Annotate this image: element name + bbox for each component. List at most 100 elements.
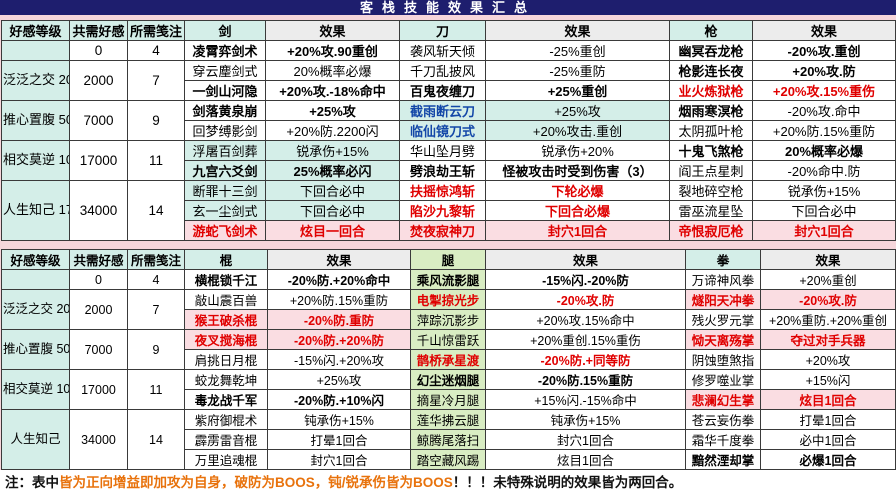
sword-name-cell: 回梦缚影剑 [184,120,266,141]
spear-name-cell: 太阴孤叶枪 [669,120,753,141]
leg-effect-cell: -20%防.+同等防 [485,349,686,370]
staff-name-cell: 毒龙战千军 [184,389,268,410]
header-level: 好感等级 [1,20,70,41]
header-blade: 刀 [399,20,486,41]
staff-effect-cell: +25%攻 [267,369,411,390]
leg-name-cell: 千山惊雷跃 [410,329,486,350]
level-cell: 泛泛之交 2000 [1,289,70,330]
level-cell [1,40,70,61]
spear-effect-cell: 20%概率必爆 [752,140,896,161]
sword-effect-cell: +20%攻.90重创 [265,40,400,61]
leg-effect-cell: +20%重创.15%重伤 [485,329,686,350]
staff-effect-cell: -20%防.重防 [267,309,411,330]
level-cell: 推心置腹 5000 [1,329,70,370]
notes-cell: 11 [127,369,185,410]
blade-effect-cell: -25%重创 [485,40,670,61]
sword-name-cell: 凌霄弈剑术 [184,40,266,61]
spear-effect-cell: 封穴1回合 [752,220,896,241]
spear-effect-cell: +20%攻.防 [752,60,896,81]
header-sword-effect: 效果 [265,20,400,41]
sword-name-cell: 浮屠百剑葬 [184,140,266,161]
spear-name-cell: 雷巫流星坠 [669,200,753,221]
level-cell: 相交莫逆 10000 [1,369,70,410]
blade-name-cell: 陷沙九黎斩 [399,200,486,221]
blade-name-cell: 华山坠月劈 [399,140,486,161]
fist-effect-cell: -20%攻.防 [760,289,896,310]
leg-name-cell: 电掣掠光步 [410,289,486,310]
table-row: 一剑山河隐 +20%攻.-18%命中 百鬼夜缠刀 +25%重创 业火炼狱枪 +20%攻.1… [2,80,896,101]
fist-effect-cell: +15%闪 [760,369,896,390]
sword-name-cell: 断罪十三剑 [184,180,266,201]
header-notes: 所需笺注 [127,249,185,270]
sword-effect-cell: 炫目一回合 [265,220,400,241]
favor-cell: 0 [69,40,128,61]
leg-name-cell: 萍踪沉影步 [410,309,486,330]
header-fist: 拳 [685,249,761,270]
sword-effect-cell: 25%概率必闪 [265,160,400,181]
header-favor: 共需好感 [69,20,128,41]
header-blade-effect: 效果 [485,20,670,41]
footnote: 注：表中皆为正向增益即加攻为自身，破防为BOOS，钝/锐承伤皆为BOOS！！！未… [0,470,896,495]
staff-effect-cell: -15%闪.+20%攻 [267,349,411,370]
leg-name-cell: 乘风流影腿 [410,269,486,290]
table-row: 相交莫逆 100001700011蛟龙舞乾坤+25%攻幻尘迷烟腿-20%防.15… [1,369,896,410]
leg-effect-cell: -20%防.15%重防 [485,369,686,390]
spear-name-cell: 枪影连长夜 [669,60,753,81]
sword-name-cell: 剑落黄泉崩 [184,100,266,121]
table-row: 人生知己 170003400014断罪十三剑下回合必中扶摇惊鸿斩下轮必爆裂地碎空… [1,180,896,241]
blade-effect-cell: 锐承伤+20% [485,140,670,161]
leg-name-cell: 莲华拂云腿 [410,409,486,430]
page-title: 客栈技能效果汇总 [0,0,896,15]
blade-effect-cell: 下轮必爆 [485,180,670,201]
notes-cell: 7 [127,289,185,330]
leg-effect-cell: 钝承伤+15% [485,409,686,430]
fist-effect-cell: 炫目1回合 [760,389,896,410]
spear-name-cell: 烟雨寒溟枪 [669,100,753,121]
notes-cell: 9 [127,100,185,141]
sword-name-cell: 九宫六爻剑 [184,160,266,181]
leg-effect-cell: -15%闪.-20%防 [485,269,686,290]
spear-name-cell: 业火炼狱枪 [669,80,753,101]
header-favor: 共需好感 [69,249,128,270]
notes-cell: 14 [127,409,185,470]
staff-effect-cell: -20%防.+20%命中 [267,269,411,290]
fist-name-cell: 修罗噬业掌 [685,369,761,390]
favor-cell: 2000 [69,289,128,330]
level-cell [1,269,70,290]
spear-name-cell: 裂地碎空枪 [669,180,753,201]
header-fist-effect: 效果 [760,249,896,270]
footnote-segment: 注：表中 [5,475,59,490]
notes-cell: 14 [127,180,185,241]
spear-name-cell: 幽冥吞龙枪 [669,40,753,61]
fist-name-cell: 残火罗元掌 [685,309,761,330]
weapons-table-top: 好感等级 共需好感 所需笺注剑效果刀效果枪效果 0 4 凌霄弈剑术 +20%攻.90重创 袭风… [1,20,896,241]
fist-effect-cell: 打晕1回合 [760,409,896,430]
staff-name-cell: 蛟龙舞乾坤 [184,369,268,390]
table-row: 推心置腹 500070009夜叉搅海棍-20%防.+20%防千山惊雷跃+20%重… [1,329,896,370]
staff-effect-cell: -20%防.+20%防 [267,329,411,350]
staff-effect-cell: +20%防.15%重防 [267,289,411,310]
blade-name-cell: 百鬼夜缠刀 [399,80,486,101]
fist-effect-cell: +20%攻 [760,349,896,370]
staff-name-cell: 敲山震百兽 [184,289,268,310]
blade-effect-cell: 怪被攻击时受到伤害（3） [485,160,670,181]
blade-name-cell: 劈浪劫王斩 [399,160,486,181]
fist-effect-cell: 必爆1回合 [760,449,896,470]
table-row: 猴王破杀棍 -20%防.重防 萍踪沉影步 +20%攻.15%命中 残火罗元掌 +20%重防… [2,309,896,330]
favor-cell: 17000 [69,140,128,181]
staff-name-cell: 肩挑日月棍 [184,349,268,370]
spear-effect-cell: -20%命中.防 [752,160,896,181]
blade-effect-cell: +25%重创 [485,80,670,101]
staff-effect-cell: -20%防.+10%闪 [267,389,411,410]
level-cell: 推心置腹 5000 [1,100,70,141]
leg-name-cell: 幻尘迷烟腿 [410,369,486,390]
fist-name-cell: 黯然湮却掌 [685,449,761,470]
blade-name-cell: 千刀乱披风 [399,60,486,81]
header-sword: 剑 [184,20,266,41]
favor-cell: 34000 [69,180,128,241]
header-leg: 腿 [410,249,486,270]
blade-name-cell: 截雨断云刀 [399,100,486,121]
header-row: 好感等级 共需好感 所需笺注棍效果腿效果拳效果 [1,249,896,270]
